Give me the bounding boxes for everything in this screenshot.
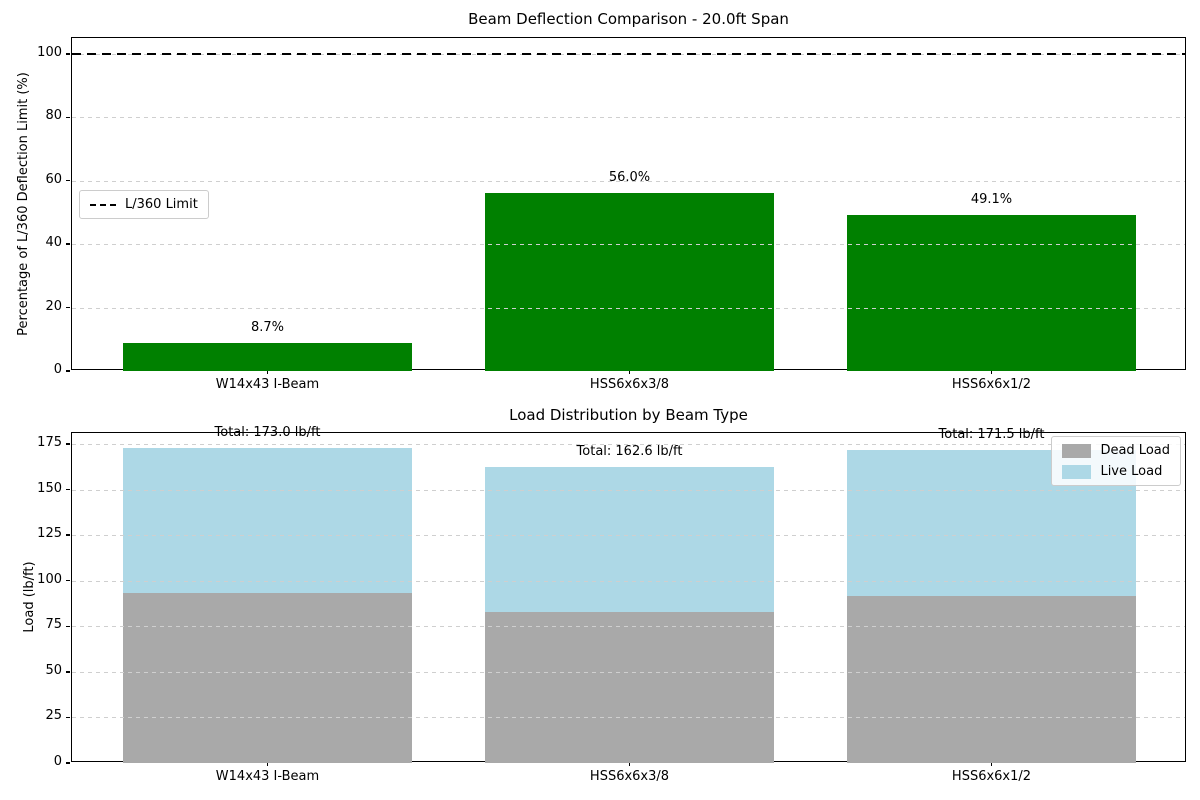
gridline	[72, 180, 1185, 182]
y-tick-mark	[66, 243, 70, 245]
y-tick-label: 0	[53, 362, 62, 377]
legend-item: L/360 Limit	[90, 197, 198, 212]
x-tick-label: W14x43 I-Beam	[215, 377, 320, 392]
x-tick-mark	[990, 762, 993, 766]
bar-segment-Dead Load	[846, 596, 1137, 763]
x-tick-label: HSS6x6x3/8	[589, 769, 670, 784]
deflection-legend: L/360 Limit	[79, 190, 209, 219]
y-tick-mark	[66, 716, 70, 719]
gridline	[72, 535, 1185, 537]
y-tick-label: 125	[37, 526, 62, 542]
bar-segment-Dead Load	[484, 612, 775, 763]
y-tick-mark	[66, 579, 70, 582]
y-tick-mark	[66, 762, 70, 764]
bar-segment-Live Load	[122, 447, 413, 594]
x-tick-label: HSS6x6x1/2	[951, 377, 1032, 392]
y-tick-label: 75	[45, 617, 62, 633]
gridline	[72, 626, 1185, 628]
y-tick-mark	[66, 306, 70, 309]
load-chart-title: Load Distribution by Beam Type	[509, 406, 748, 424]
y-tick-label: 40	[45, 235, 62, 251]
legend-item: Live Load	[1062, 464, 1170, 479]
gridline	[72, 671, 1185, 673]
load-plot-area: Total: 173.0 lb/ft W14x43 I-Beam Total: 16…	[37, 425, 1186, 784]
y-tick-mark	[66, 671, 70, 673]
stack-total-label: Total: 173.0 lb/ft	[214, 424, 321, 440]
load-legend: Dead Load Live Load	[1051, 436, 1181, 486]
y-tick-label: 150	[37, 480, 62, 496]
x-tick-mark	[990, 370, 993, 374]
y-tick-mark	[66, 488, 70, 491]
legend-label: L/360 Limit	[125, 197, 198, 212]
legend-label: Live Load	[1100, 464, 1163, 479]
y-tick-mark	[66, 116, 70, 119]
gridline	[72, 244, 1185, 246]
y-tick-label: 80	[45, 108, 62, 124]
gridline	[72, 117, 1185, 119]
y-tick-label: 50	[45, 662, 62, 678]
y-tick-mark	[66, 625, 70, 627]
bar-value-label: 49.1%	[970, 192, 1013, 208]
y-tick-label: 0	[53, 754, 62, 769]
y-tick-mark	[66, 53, 70, 55]
y-tick-mark	[66, 534, 70, 536]
deflection-chart-title: Beam Deflection Comparison - 20.0ft Span	[468, 10, 789, 28]
x-tick-mark	[266, 370, 269, 374]
bar-HSS6x6x1/2	[846, 215, 1137, 371]
stack-total-label: Total: 171.5 lb/ft	[938, 427, 1045, 443]
gridline	[72, 717, 1185, 719]
deflection-y-axis-label: Percentage of L/360 Deflection Limit (%)	[16, 72, 31, 336]
reference-line-L/360 Limit	[72, 52, 1185, 55]
y-tick-label: 100	[37, 571, 62, 587]
bar-HSS6x6x3/8	[484, 193, 775, 371]
x-tick-label: HSS6x6x3/8	[589, 377, 670, 392]
stack-total-label: Total: 162.6 lb/ft	[576, 443, 683, 459]
x-tick-mark	[266, 762, 269, 766]
y-tick-label: 25	[45, 708, 62, 724]
y-tick-label: 20	[45, 298, 62, 314]
x-tick-mark	[628, 370, 631, 374]
gridline	[72, 307, 1185, 309]
bar-value-label: 56.0%	[608, 170, 651, 186]
gridline	[72, 580, 1185, 582]
legend-patch-icon	[1062, 464, 1092, 479]
bar-W14x43 I-Beam	[122, 343, 413, 371]
y-tick-label: 175	[37, 434, 62, 450]
bar-segment-Live Load	[846, 450, 1137, 597]
y-tick-label: 60	[45, 171, 62, 187]
legend-item: Dead Load	[1062, 443, 1170, 458]
y-tick-mark	[66, 443, 70, 445]
deflection-plot-area: 8.7% W14x43 I-Beam 56.0% HSS6x6x3/8 49.1% HSS…	[37, 37, 1186, 392]
x-tick-label: W14x43 I-Beam	[215, 769, 320, 784]
x-tick-label: HSS6x6x1/2	[951, 769, 1032, 784]
legend-dashed-line-icon	[90, 203, 116, 206]
bar-segment-Dead Load	[122, 593, 413, 763]
gridline	[72, 489, 1185, 491]
gridline	[72, 443, 1185, 445]
load-y-axis-label: Load (lb/ft)	[22, 561, 37, 633]
bar-value-label: 8.7%	[250, 320, 284, 336]
bar-segment-Live Load	[484, 466, 775, 613]
y-tick-mark	[66, 179, 70, 182]
gridline	[72, 53, 1185, 55]
y-tick-label: 100	[37, 44, 62, 60]
legend-label: Dead Load	[1100, 443, 1170, 458]
y-tick-mark	[66, 370, 70, 372]
legend-patch-icon	[1062, 443, 1092, 458]
x-tick-mark	[628, 762, 631, 766]
